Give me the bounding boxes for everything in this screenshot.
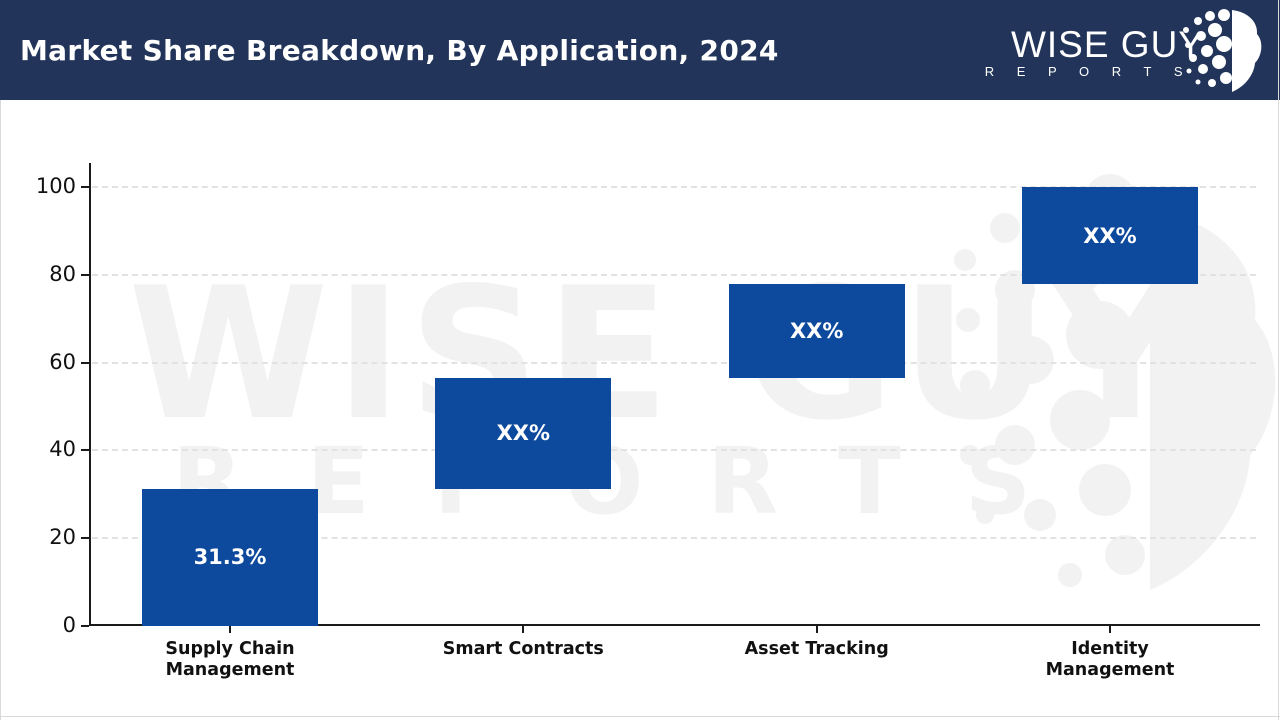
x-category-label-2: Smart Contracts xyxy=(442,639,604,659)
y-tick-label-40: 40 xyxy=(49,437,76,462)
frame-bottom xyxy=(0,716,1280,717)
header-band: Market Share Breakdown, By Application, … xyxy=(0,0,1280,100)
bar-value-label-1: 31.3% xyxy=(193,545,267,570)
frame-left xyxy=(0,100,1,720)
frame-right xyxy=(1278,0,1279,720)
wise-guy-face-icon xyxy=(1183,9,1262,92)
y-tick-80 xyxy=(81,273,89,276)
x-tick-2 xyxy=(522,626,525,633)
bar-value-label-2: XX% xyxy=(496,421,551,446)
gridline-40 xyxy=(92,449,1256,452)
x-category-label-4: Identity Management xyxy=(1045,639,1175,680)
y-tick-label-100: 100 xyxy=(35,174,76,198)
y-tick-label-0: 0 xyxy=(62,613,76,637)
y-tick-60 xyxy=(81,361,89,364)
x-category-label-1: Supply Chain Management xyxy=(165,639,295,680)
bar-1: 31.3% xyxy=(142,488,318,626)
x-tick-3 xyxy=(815,626,818,633)
y-tick-label-20: 20 xyxy=(49,525,76,550)
bar-value-label-4: XX% xyxy=(1083,223,1137,248)
y-tick-label-80: 80 xyxy=(49,261,76,286)
logo-wordmark: WISE GUY xyxy=(1010,24,1204,65)
page-title: Market Share Breakdown, By Application, … xyxy=(20,33,779,67)
y-axis-line xyxy=(89,163,91,626)
x-tick-1 xyxy=(229,626,231,633)
bar-3: XX% xyxy=(728,284,905,378)
x-tick-4 xyxy=(1109,626,1111,633)
gridline-100 xyxy=(92,186,1256,188)
y-tick-label-60: 60 xyxy=(49,349,76,374)
bar-value-label-3: XX% xyxy=(789,318,844,343)
x-category-label-3: Asset Tracking xyxy=(744,639,889,659)
gridline-60 xyxy=(92,361,1256,364)
bar-2: XX% xyxy=(435,377,612,489)
gridline-80 xyxy=(92,273,1256,276)
brand-logo: WISE GUY R E P O R T S xyxy=(985,6,1266,94)
bar-4: XX% xyxy=(1022,187,1198,285)
y-tick-20 xyxy=(81,537,89,540)
y-tick-100 xyxy=(81,186,89,188)
x-axis-line xyxy=(89,624,1260,626)
logo-subword: R E P O R T S xyxy=(984,64,1192,79)
y-tick-0 xyxy=(81,625,89,627)
gridline-20 xyxy=(92,537,1256,540)
y-tick-40 xyxy=(81,449,89,452)
